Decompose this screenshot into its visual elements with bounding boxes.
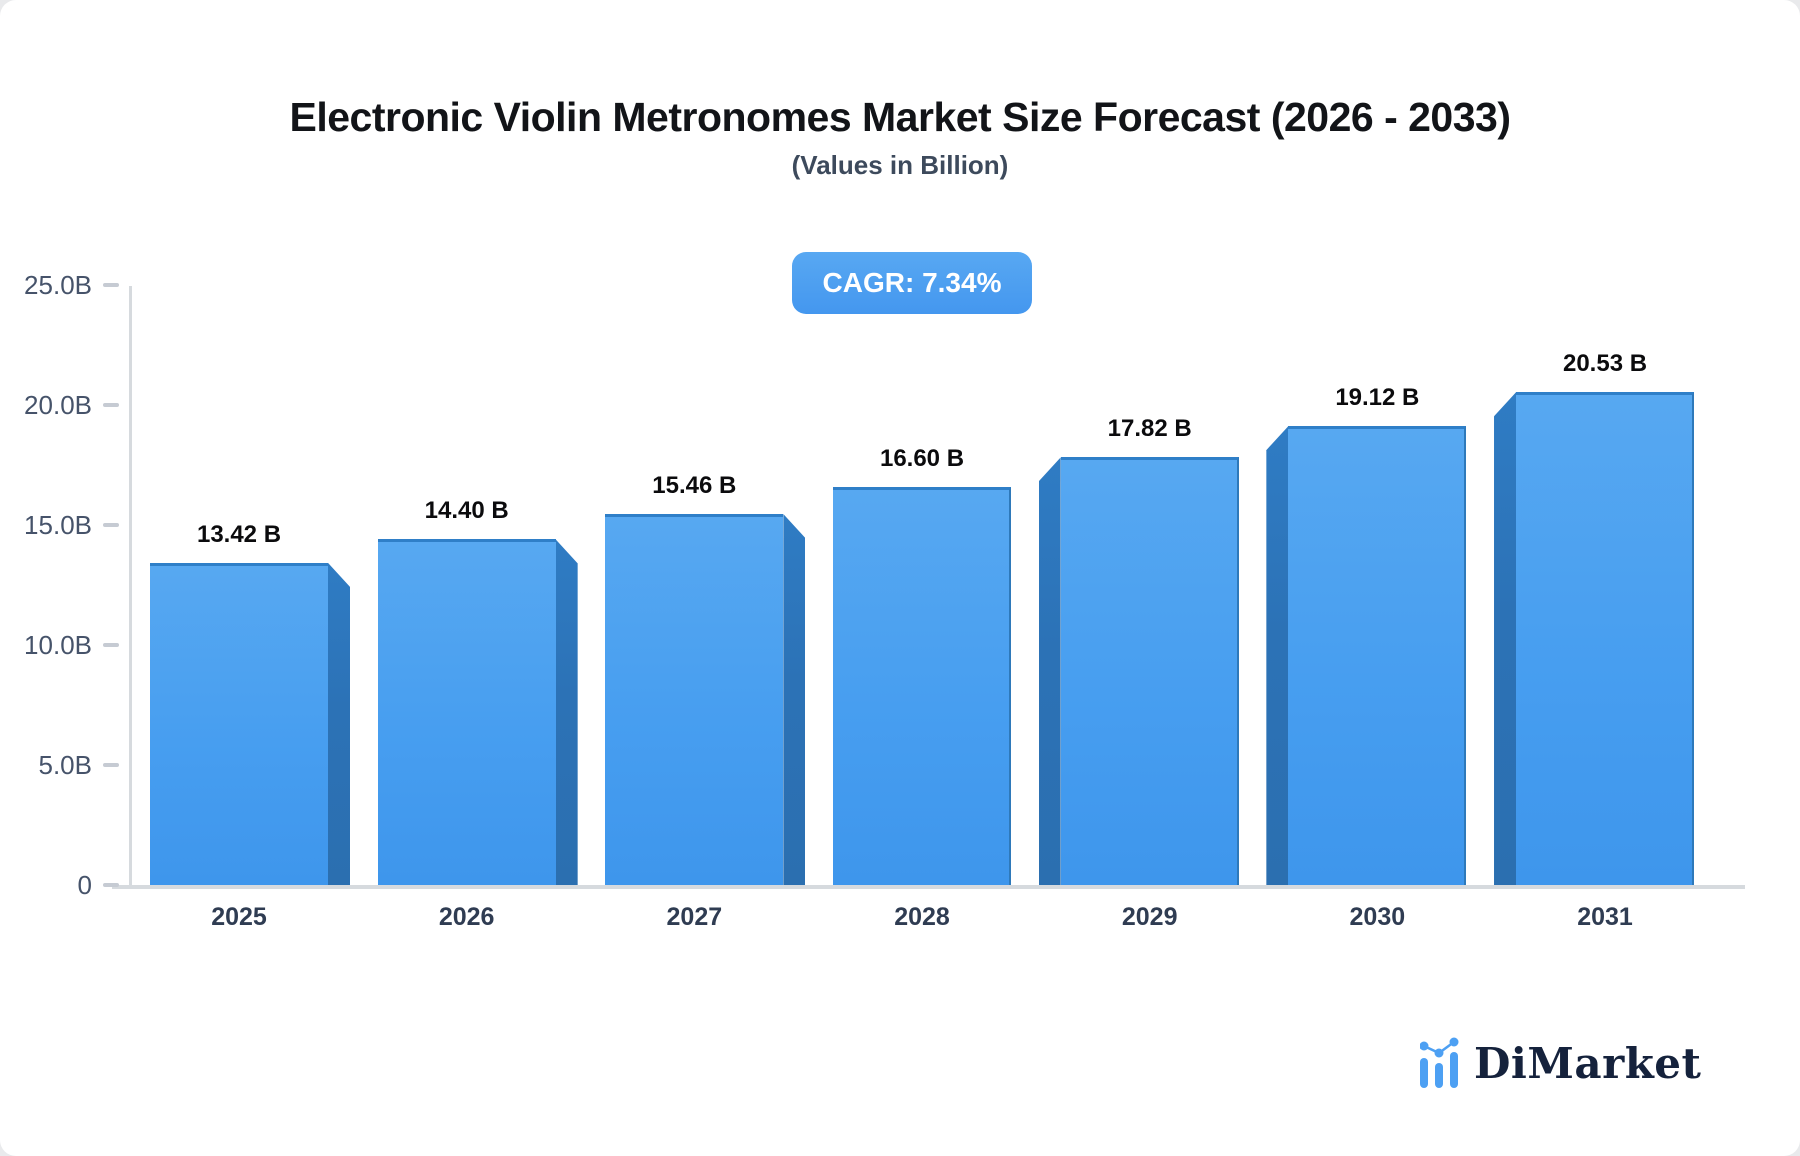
bar-2028 bbox=[833, 486, 1011, 885]
bar-bevel-2029 bbox=[1038, 457, 1061, 885]
brand-logo: DiMarket bbox=[1420, 1036, 1701, 1090]
bar-2031 bbox=[1516, 392, 1695, 885]
bar-2026 bbox=[377, 539, 556, 885]
bar-value-label: 14.40 B bbox=[424, 497, 509, 525]
y-axis-label: 10.0B bbox=[24, 630, 92, 660]
x-axis-line bbox=[112, 885, 1745, 889]
bar-value-label: 13.42 B bbox=[196, 520, 282, 548]
y-axis-tick bbox=[103, 283, 119, 287]
bar-value-label: 19.12 B bbox=[1335, 384, 1420, 412]
y-axis-label: 0 bbox=[77, 870, 92, 900]
x-axis-label: 2029 bbox=[1121, 903, 1178, 931]
bar-2030 bbox=[1288, 426, 1467, 885]
bar-value-label: 20.53 B bbox=[1562, 350, 1648, 378]
bar-value-label: 17.82 B bbox=[1107, 415, 1192, 443]
bar-2025 bbox=[150, 562, 328, 885]
y-axis-tick bbox=[103, 403, 119, 407]
y-axis-tick bbox=[103, 763, 119, 767]
chart-subtitle: (Values in Billion) bbox=[791, 150, 1009, 180]
y-axis-tick bbox=[103, 523, 119, 527]
x-axis-label: 2025 bbox=[211, 903, 267, 931]
bar-value-label: 16.60 B bbox=[879, 444, 965, 472]
y-axis-label: 15.0B bbox=[24, 510, 92, 540]
y-axis-label: 25.0B bbox=[24, 270, 92, 300]
bar-2029 bbox=[1060, 457, 1239, 885]
chart-title: Electronic Violin Metronomes Market Size… bbox=[289, 94, 1511, 140]
x-axis-label: 2028 bbox=[894, 903, 950, 931]
bar-bevel-2025 bbox=[328, 562, 350, 885]
y-axis-tick bbox=[103, 883, 119, 887]
x-axis-label: 2026 bbox=[438, 903, 495, 931]
bar-bevel-2027 bbox=[783, 513, 806, 885]
y-axis-label: 20.0B bbox=[24, 390, 92, 420]
y-axis-tick bbox=[103, 643, 119, 647]
brand-logo-text: DiMarket bbox=[1474, 1038, 1702, 1088]
y-axis-label: 5.0B bbox=[38, 750, 93, 780]
x-axis-label: 2031 bbox=[1577, 903, 1633, 931]
bar-line-chart-icon bbox=[1420, 1037, 1459, 1088]
bar-bevel-2031 bbox=[1494, 392, 1517, 885]
bar-2027 bbox=[605, 513, 784, 885]
y-axis-line bbox=[129, 286, 132, 889]
bar-value-label: 15.46 B bbox=[652, 471, 737, 499]
bar-bevel-2026 bbox=[555, 539, 578, 885]
cagr-badge: CAGR: 7.34% bbox=[792, 252, 1032, 314]
x-axis-label: 2030 bbox=[1349, 903, 1406, 931]
bar-bevel-2030 bbox=[1266, 426, 1289, 885]
x-axis-label: 2027 bbox=[666, 903, 723, 931]
